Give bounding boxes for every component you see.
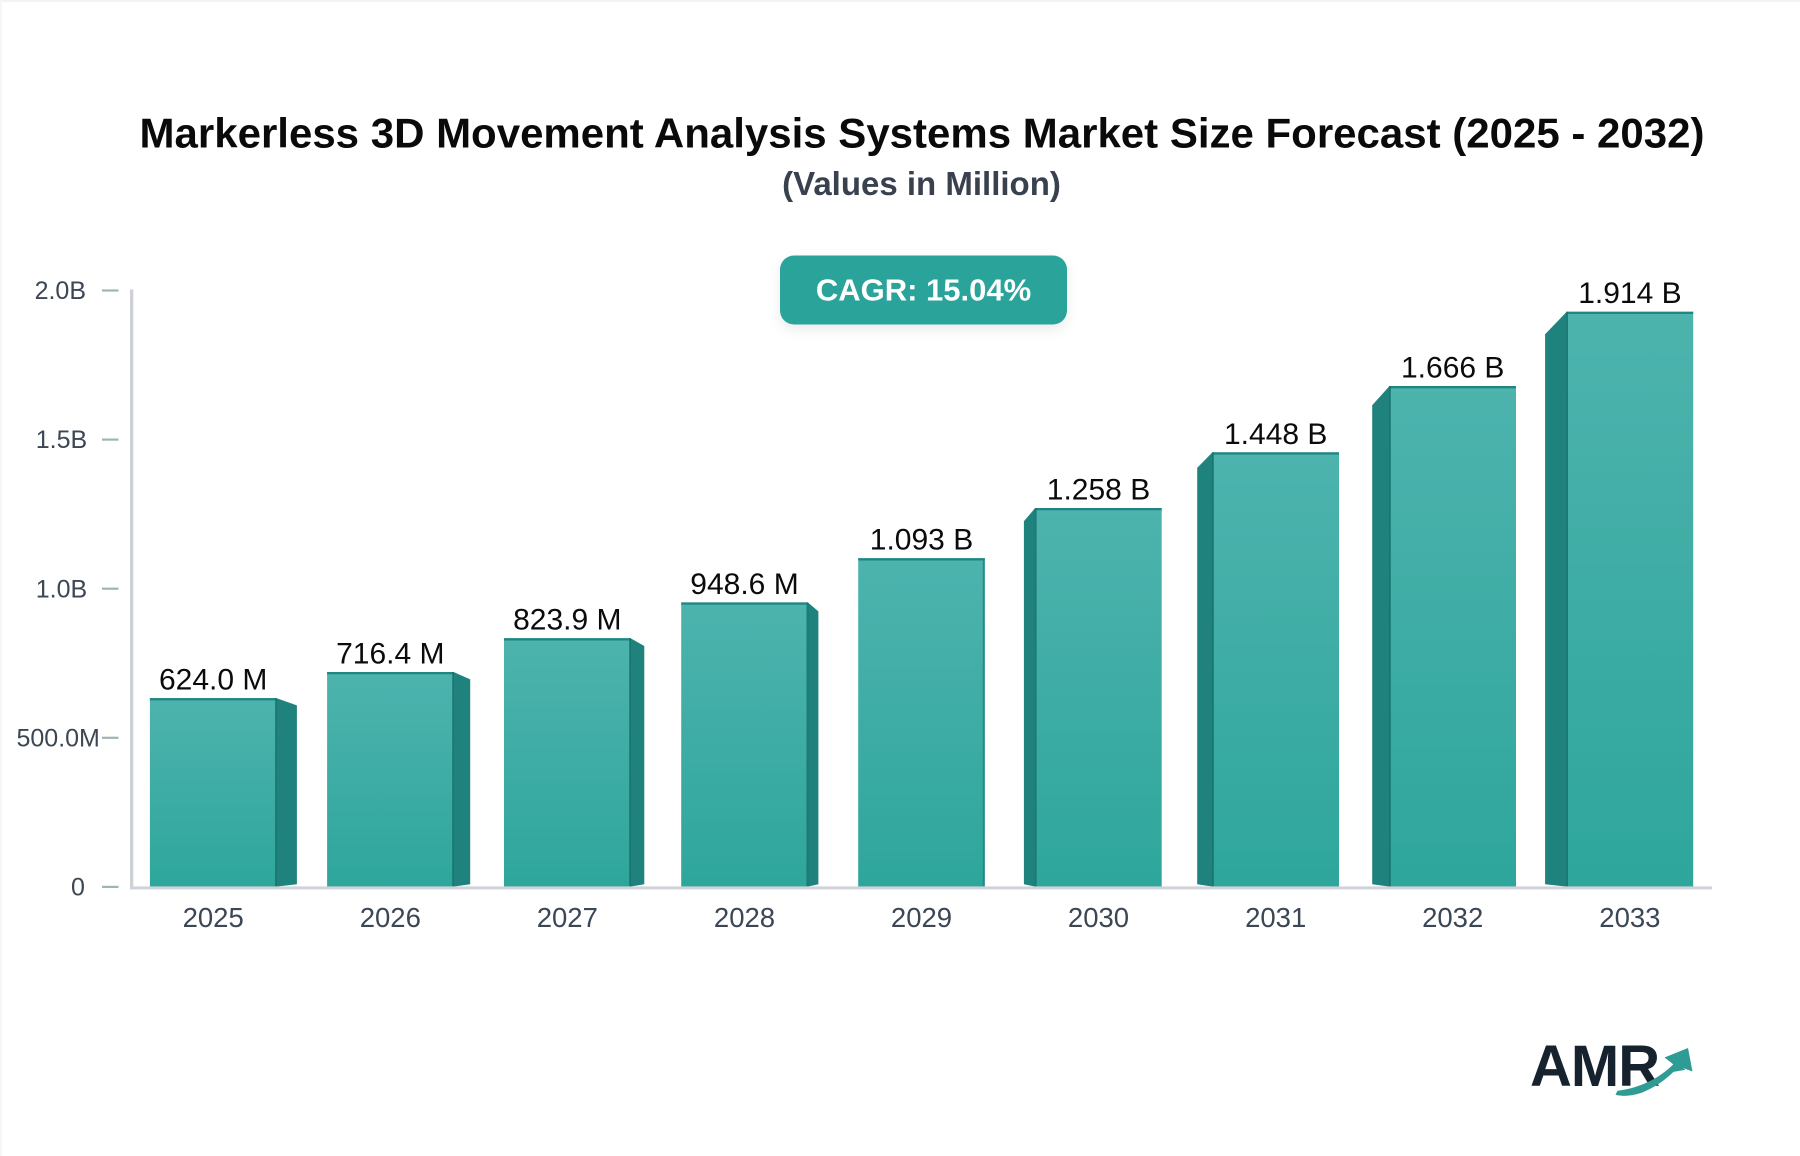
svg-text:2031: 2031: [1245, 902, 1306, 933]
svg-text:2032: 2032: [1422, 902, 1483, 933]
svg-text:2033: 2033: [1599, 902, 1660, 933]
svg-text:500.0M: 500.0M: [17, 724, 100, 752]
svg-text:624.0 M: 624.0 M: [159, 664, 267, 697]
svg-text:(Values in Million): (Values in Million): [782, 165, 1061, 202]
svg-text:CAGR: 15.04%: CAGR: 15.04%: [816, 273, 1031, 308]
svg-text:1.448 B: 1.448 B: [1224, 418, 1327, 451]
svg-text:0: 0: [71, 874, 85, 902]
svg-text:2.0B: 2.0B: [35, 277, 86, 305]
svg-text:716.4 M: 716.4 M: [336, 638, 444, 671]
svg-text:2028: 2028: [714, 902, 775, 933]
svg-text:2029: 2029: [891, 902, 952, 933]
svg-text:1.0B: 1.0B: [36, 575, 87, 603]
svg-text:2026: 2026: [360, 902, 421, 933]
svg-text:948.6 M: 948.6 M: [690, 568, 798, 601]
svg-text:Markerless 3D Movement Analysi: Markerless 3D Movement Analysis Systems …: [140, 110, 1705, 157]
svg-text:1.666 B: 1.666 B: [1401, 352, 1504, 385]
svg-text:823.9 M: 823.9 M: [513, 604, 621, 637]
svg-text:1.914 B: 1.914 B: [1578, 277, 1681, 310]
svg-text:1.5B: 1.5B: [36, 426, 87, 454]
svg-text:1.258 B: 1.258 B: [1047, 474, 1150, 507]
svg-text:2030: 2030: [1068, 902, 1129, 933]
svg-text:1.093 B: 1.093 B: [870, 524, 973, 557]
svg-text:2025: 2025: [183, 902, 244, 933]
svg-text:2027: 2027: [537, 902, 598, 933]
